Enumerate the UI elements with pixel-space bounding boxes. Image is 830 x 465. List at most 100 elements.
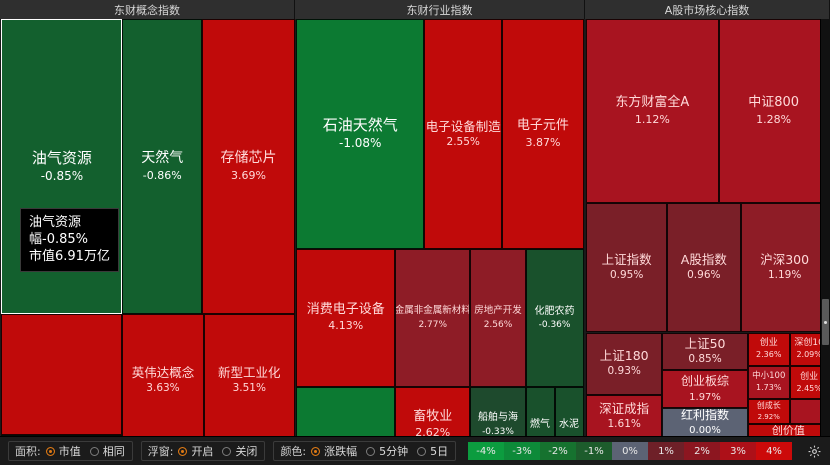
treemap-tile[interactable]: 上证180 0.93% xyxy=(586,332,663,396)
toolbar-radio-option[interactable]: 关闭 xyxy=(222,443,257,459)
treemap-tile[interactable]: 上证50 0.85% xyxy=(662,332,748,371)
treemap-tile[interactable]: 化肥农药 -0.36% xyxy=(525,248,584,387)
tile-name: 船舶与海 xyxy=(477,412,518,424)
treemap-tile[interactable]: 红利指数 0.00% xyxy=(662,407,748,437)
vertical-scrollbar[interactable] xyxy=(820,19,830,437)
tile-name: 创业板综 xyxy=(681,374,730,389)
toolbar-radio-option[interactable]: 开启 xyxy=(178,443,213,459)
toolbar-radio-option[interactable]: 5日 xyxy=(417,443,448,459)
toolbar-radio-option[interactable]: 相同 xyxy=(89,443,125,459)
toolbar-group: 浮窗: 开启 关闭 xyxy=(140,441,266,461)
treemap-tile[interactable]: 燃气 xyxy=(525,386,555,437)
color-legend: -4% -3% -2% -1% 0% 1% 2% 3% 4% xyxy=(468,442,792,460)
radio-icon[interactable] xyxy=(366,446,376,456)
tile-name: 沪深300 xyxy=(760,252,810,268)
tile-name: 上证指数 xyxy=(601,252,652,268)
tile-change: -0.85% xyxy=(40,168,84,183)
tile-change: 2.62% xyxy=(415,426,451,437)
tile-name: 深创10 xyxy=(794,338,824,349)
tooltip-change: 幅-0.85% xyxy=(29,232,88,248)
toolbar-group-label: 面积: xyxy=(15,445,41,458)
radio-icon[interactable] xyxy=(222,446,232,456)
treemap-tile[interactable]: 上证指数 0.95% xyxy=(586,202,668,333)
treemap-tile[interactable]: 金属非金属新材料 2.77% xyxy=(395,248,471,387)
tile-change: 2.36% xyxy=(756,350,782,360)
scrollbar-thumb[interactable] xyxy=(822,299,829,345)
tile-change: 3.87% xyxy=(525,135,561,149)
tile-change: 2.09% xyxy=(796,350,822,360)
tile-name: 东方财富全A xyxy=(615,95,690,111)
treemap-tile[interactable]: 消费电子设备 4.13% xyxy=(296,248,396,387)
legend-swatch: -1% xyxy=(576,442,612,460)
treemap-industry[interactable]: 石油天然气 -1.08% 电子设备制造 2.55% 电子元件 3.87% 消费电子设备 4.1… xyxy=(295,19,585,437)
tile-change: 4.13% xyxy=(328,319,364,333)
treemap-tile[interactable]: 电子设备制造 2.55% xyxy=(424,19,503,249)
tile-name: 深证成指 xyxy=(599,400,650,416)
gear-icon[interactable] xyxy=(800,444,828,459)
treemap-tile[interactable]: 天然气 -0.86% xyxy=(122,19,203,314)
tooltip-name: 油气资源 xyxy=(29,215,82,230)
panel-title: A股市场核心指数 xyxy=(585,0,830,19)
treemap-tile[interactable]: 水泥 xyxy=(554,386,584,437)
treemap-tile[interactable]: A股指数 0.96% xyxy=(667,202,741,333)
tile-change: 1.61% xyxy=(607,417,641,430)
legend-swatch: 2% xyxy=(684,442,720,460)
treemap-tile[interactable]: 深证成指 1.61% xyxy=(586,395,663,437)
tile-change: 2.55% xyxy=(446,135,480,148)
treemap-tile[interactable]: 电子元件 3.87% xyxy=(502,19,584,249)
tile-change: 1.97% xyxy=(689,391,721,403)
tooltip-marketcap: 市值6.91万亿 xyxy=(29,249,110,265)
panel-title: 东财概念指数 xyxy=(0,0,295,19)
tile-change: 0.85% xyxy=(688,352,722,365)
radio-icon[interactable] xyxy=(311,446,321,456)
tile-name: 化肥农药 xyxy=(534,305,575,317)
radio-icon[interactable] xyxy=(45,446,55,456)
treemap-tile[interactable]: 创业板综 1.97% xyxy=(662,370,748,408)
tile-name: 创业 xyxy=(759,338,778,349)
treemap-tile[interactable]: 船舶与海 -0.33% xyxy=(470,386,526,437)
treemap-tile[interactable]: 沪深300 1.19% xyxy=(740,202,829,333)
legend-swatch: -3% xyxy=(504,442,540,460)
toolbar-group: 颜色: 涨跌幅 5分钟 5日 xyxy=(273,441,457,461)
radio-icon[interactable] xyxy=(178,446,188,456)
treemap-tile[interactable]: 页岩气-1.13% xyxy=(1,434,123,437)
toolbar-radio-option[interactable]: 涨跌幅 xyxy=(311,443,357,459)
tile-name: 石油天然气 xyxy=(322,116,398,135)
treemap-core[interactable]: 东方财富全A 1.12% 中证800 1.28% 上证指数 0.95% A股指数 0.96% 沪… xyxy=(585,19,830,437)
radio-icon[interactable] xyxy=(417,446,427,456)
treemap-tile[interactable] xyxy=(1,313,123,435)
treemap-tile[interactable]: 英伟达概念 3.63% xyxy=(122,313,204,437)
treemap-tile[interactable]: 中证800 1.28% xyxy=(718,19,829,203)
toolbar-option-label: 关闭 xyxy=(235,445,258,458)
tile-change: 1.12% xyxy=(634,112,670,126)
toolbar-option-label: 涨跌幅 xyxy=(324,445,358,458)
tile-change: -0.86% xyxy=(142,168,182,182)
tile-change: 2.92% xyxy=(757,412,780,421)
toolbar-radio-option[interactable]: 市值 xyxy=(45,443,81,459)
treemap-tile[interactable]: 新型工业化 3.51% xyxy=(203,313,295,437)
tile-name: 英伟达概念 xyxy=(131,365,195,381)
tile-name: 上证50 xyxy=(684,335,726,351)
treemap-tile[interactable]: 畜牧业 2.62% xyxy=(395,386,471,437)
treemap-tile[interactable]: 中小100 1.73% xyxy=(747,365,790,400)
tile-name: A股指数 xyxy=(680,252,727,268)
legend-swatch: 4% xyxy=(756,442,792,460)
treemap-tile[interactable]: 房地产开发 2.56% xyxy=(470,248,526,387)
tile-name: 存储芯片 xyxy=(220,149,277,166)
radio-icon[interactable] xyxy=(89,446,99,456)
tile-name: 电子设备制造 xyxy=(425,118,501,134)
tile-change: 1.28% xyxy=(756,112,792,126)
treemap-tile[interactable]: 创业 2.36% xyxy=(747,332,790,366)
treemap-tile[interactable]: 煤炭-1.24% xyxy=(296,386,396,437)
legend-swatch: 3% xyxy=(720,442,756,460)
treemap-tile[interactable]: 石油天然气 -1.08% xyxy=(296,19,425,249)
tile-name: 畜牧业 xyxy=(413,408,453,424)
toolbar-option-label: 开启 xyxy=(191,445,214,458)
treemap-tile[interactable]: 存储芯片 3.69% xyxy=(202,19,295,314)
bottom-toolbar: 面积: 市值 相同 浮窗: 开启 关闭 颜色: 涨跌幅 5分钟 5日 -4% -3% -2% -1% 0%… xyxy=(0,436,830,465)
toolbar-group: 面积: 市值 相同 xyxy=(8,441,133,461)
treemap-tile[interactable]: 创成长 2.92% xyxy=(747,399,790,425)
tile-name: 创成长 xyxy=(756,401,781,411)
toolbar-radio-option[interactable]: 5分钟 xyxy=(366,443,408,459)
treemap-tile[interactable]: 东方财富全A 1.12% xyxy=(586,19,719,203)
